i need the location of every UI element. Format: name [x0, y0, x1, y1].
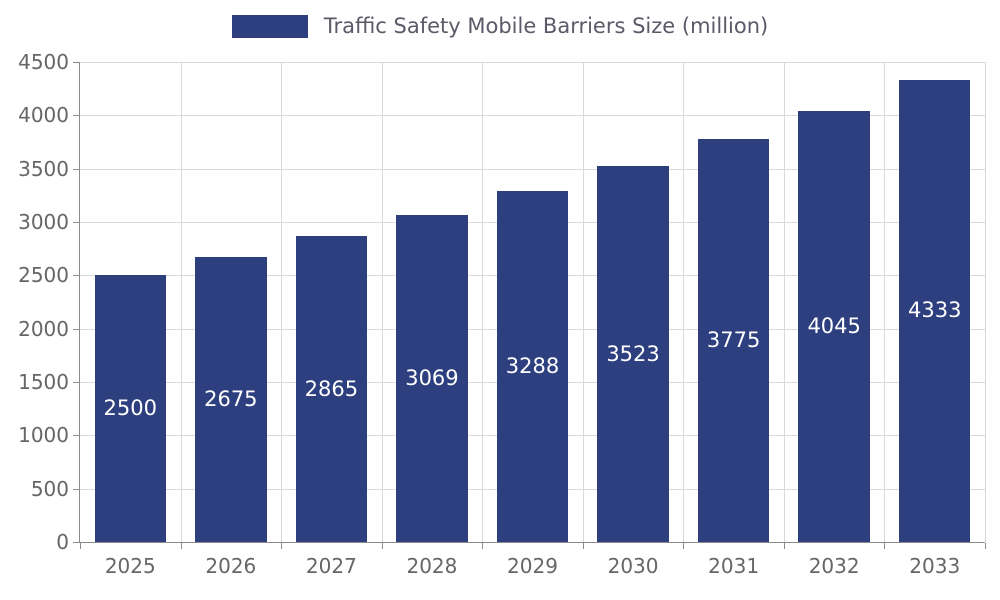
x-tick-label: 2025 [104, 554, 156, 578]
v-gridline [985, 62, 986, 542]
y-axis-tick [73, 168, 79, 170]
bar-2028[interactable]: 3069 [396, 214, 468, 542]
bar-2033[interactable]: 4333 [899, 79, 971, 542]
v-gridline [884, 62, 886, 542]
bar-value-label: 3775 [706, 328, 761, 353]
bar-value-label: 4045 [807, 313, 861, 338]
x-axis-line [79, 542, 985, 543]
bar-value-label: 2500 [103, 396, 157, 421]
y-tick-label: 3000 [18, 210, 69, 234]
x-tick-label: 2027 [305, 554, 357, 578]
v-gridline [582, 62, 584, 542]
x-tick-label: 2033 [909, 554, 961, 578]
x-tick-label: 2026 [205, 554, 257, 578]
x-tick-label: 2030 [607, 554, 659, 578]
y-axis-tick [73, 435, 79, 437]
y-tick-label: 2000 [18, 316, 69, 341]
y-tick-label: 1500 [18, 370, 69, 394]
y-tick-label: 3500 [18, 156, 69, 181]
bar-value-label: 3523 [606, 341, 660, 366]
h-gridline [80, 115, 985, 117]
bar-2032[interactable]: 4045 [798, 110, 870, 542]
v-gridline [180, 62, 182, 542]
v-gridline [482, 62, 484, 542]
y-tick-label: 4500 [18, 50, 69, 74]
y-axis-tick [73, 115, 79, 117]
x-axis-tick [281, 543, 283, 549]
bar-2031[interactable]: 3775 [697, 139, 770, 542]
y-axis-tick [73, 542, 79, 543]
legend-swatch [231, 14, 308, 38]
x-axis-tick [482, 543, 484, 549]
v-gridline [381, 62, 383, 542]
y-axis-tick [73, 328, 79, 330]
v-gridline [683, 62, 685, 542]
x-axis-tick [80, 543, 81, 549]
h-gridline [80, 168, 985, 170]
y-tick-label: 1000 [18, 423, 69, 448]
x-axis-tick [582, 543, 584, 549]
bar-2026[interactable]: 2675 [195, 256, 267, 542]
y-tick-label: 0 [56, 530, 69, 554]
x-tick-label: 2028 [406, 554, 458, 578]
y-tick-label: 4000 [18, 103, 69, 128]
bar-value-label: 2865 [304, 376, 359, 401]
plot-area: 0 500 1000 1500 2000 2500 3000 3500 4000 4500 2500… [18, 52, 986, 576]
y-tick-label: 500 [30, 476, 69, 501]
y-axis-tick [73, 275, 79, 277]
bar-2029[interactable]: 3288 [496, 191, 569, 542]
legend-label: Traffic Safety Mobile Barriers Size (mil… [323, 14, 769, 38]
x-tick-label: 2031 [708, 554, 760, 578]
v-gridline [281, 62, 283, 542]
h-gridline [80, 62, 985, 63]
y-axis-tick [73, 62, 79, 63]
x-axis-tick [884, 543, 886, 549]
bar-value-label: 2675 [204, 386, 258, 411]
chart-legend[interactable]: Traffic Safety Mobile Barriers Size (mil… [0, 14, 1000, 38]
bar-value-label: 3288 [505, 354, 560, 379]
x-tick-label: 2032 [808, 554, 860, 578]
y-axis-line [79, 62, 80, 542]
bar-value-label: 4333 [907, 298, 962, 323]
v-gridline [783, 62, 785, 542]
x-axis-tick [180, 543, 182, 549]
bar-2030[interactable]: 3523 [597, 166, 669, 542]
y-axis-tick [73, 488, 79, 490]
x-axis-tick [381, 543, 383, 549]
x-axis-tick [985, 543, 986, 549]
y-axis-tick [73, 382, 79, 383]
bar-2027[interactable]: 2865 [295, 236, 368, 542]
x-tick-label: 2029 [507, 554, 558, 578]
y-axis-tick [73, 222, 79, 223]
y-tick-label: 2500 [18, 263, 69, 288]
bar-2025[interactable]: 2500 [94, 275, 166, 542]
bar-value-label: 3069 [405, 365, 459, 390]
x-axis-tick [783, 543, 785, 549]
x-axis-tick [683, 543, 685, 549]
